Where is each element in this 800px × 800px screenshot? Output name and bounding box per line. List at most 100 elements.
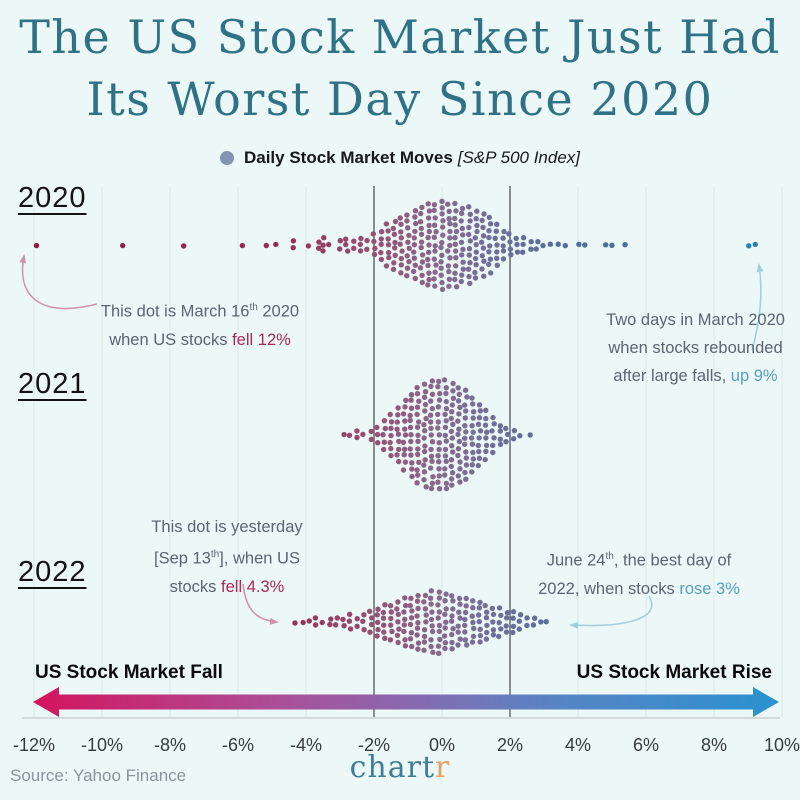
data-dot <box>436 628 443 635</box>
data-dot <box>503 629 510 635</box>
data-dot <box>428 616 435 623</box>
data-dot <box>458 218 464 224</box>
data-dot <box>622 242 628 248</box>
data-dot <box>462 415 468 421</box>
data-dot <box>470 598 476 604</box>
data-dot <box>532 615 538 621</box>
data-dot <box>603 242 609 248</box>
data-dot <box>498 612 504 619</box>
data-dot <box>463 429 469 435</box>
data-dot <box>409 643 415 650</box>
data-dot <box>463 603 469 609</box>
data-dot <box>340 616 346 623</box>
data-dot <box>447 255 453 261</box>
data-dot <box>423 619 429 625</box>
data-dot <box>361 627 367 633</box>
data-dot <box>432 269 438 275</box>
data-dot <box>442 411 448 418</box>
data-dot <box>470 449 476 456</box>
data-dot <box>411 255 417 261</box>
data-dot <box>443 485 450 492</box>
data-dot <box>448 415 454 422</box>
data-dot <box>430 649 436 655</box>
data-dot <box>490 414 496 421</box>
data-dot <box>477 632 484 639</box>
data-dot <box>425 201 431 207</box>
data-dot <box>484 622 490 629</box>
data-dot <box>463 476 469 482</box>
data-dot <box>460 259 466 265</box>
data-dot <box>468 435 475 441</box>
data-dot <box>450 380 456 387</box>
data-dot <box>514 249 521 255</box>
data-dot <box>320 248 326 254</box>
data-dot <box>426 242 432 248</box>
data-dot <box>449 443 455 449</box>
data-dot <box>388 432 394 439</box>
data-dot <box>419 204 425 211</box>
x-tick-label: -6% <box>221 735 254 755</box>
data-dot <box>388 419 395 425</box>
data-dot <box>448 457 455 463</box>
data-dot <box>441 377 448 383</box>
data-dot <box>494 262 500 268</box>
data-dot <box>320 242 326 248</box>
data-dot <box>438 265 444 271</box>
data-dot <box>492 235 498 241</box>
data-dot <box>487 221 494 227</box>
data-dot <box>419 259 426 265</box>
data-dot <box>439 205 445 211</box>
data-dot <box>422 606 429 612</box>
data-dot <box>421 422 427 428</box>
data-dot <box>435 643 442 649</box>
data-dot <box>530 622 537 628</box>
data-dot <box>421 627 428 633</box>
data-dot <box>445 248 451 254</box>
data-dot <box>391 260 397 266</box>
data-dot <box>385 242 392 248</box>
data-dot <box>416 398 422 404</box>
legend-label: Daily Stock Market Moves <box>243 148 453 167</box>
data-dot <box>415 640 422 646</box>
data-dot <box>429 439 436 445</box>
data-dot <box>408 397 414 403</box>
data-dot <box>462 469 468 476</box>
data-dot <box>378 229 385 235</box>
data-dot <box>453 255 459 261</box>
annotation-sep-13-2022: This dot is yesterday [Sep 13th], when US… <box>151 518 303 596</box>
data-dot <box>467 211 473 217</box>
data-dot <box>416 419 422 425</box>
data-dot <box>432 215 438 221</box>
data-dot <box>481 258 487 264</box>
data-dot <box>460 246 466 253</box>
data-dot <box>341 431 347 438</box>
data-dot <box>555 241 561 247</box>
data-dot <box>493 228 499 234</box>
data-dot <box>423 415 429 422</box>
data-dot <box>494 221 500 227</box>
data-dot <box>371 238 377 245</box>
data-dot <box>533 246 539 252</box>
data-dot <box>457 615 463 621</box>
data-dot <box>462 387 469 393</box>
data-dot <box>387 439 393 446</box>
data-dot <box>368 436 375 443</box>
data-dot <box>752 241 758 248</box>
data-dot <box>443 480 450 487</box>
data-dot <box>455 398 462 404</box>
fall-rise-gradient-arrow <box>33 687 779 717</box>
data-dot <box>357 241 363 248</box>
data-dot <box>473 262 479 268</box>
data-dot <box>457 636 463 642</box>
data-dot <box>511 427 518 434</box>
data-dot <box>443 398 449 405</box>
data-dot <box>423 484 429 490</box>
data-dot <box>332 622 339 628</box>
data-dot <box>433 229 439 235</box>
data-dot <box>387 411 393 418</box>
data-dot <box>414 384 420 391</box>
data-dot <box>418 225 424 232</box>
data-dot <box>428 419 434 425</box>
data-dot <box>375 626 381 633</box>
data-dot <box>469 469 475 475</box>
